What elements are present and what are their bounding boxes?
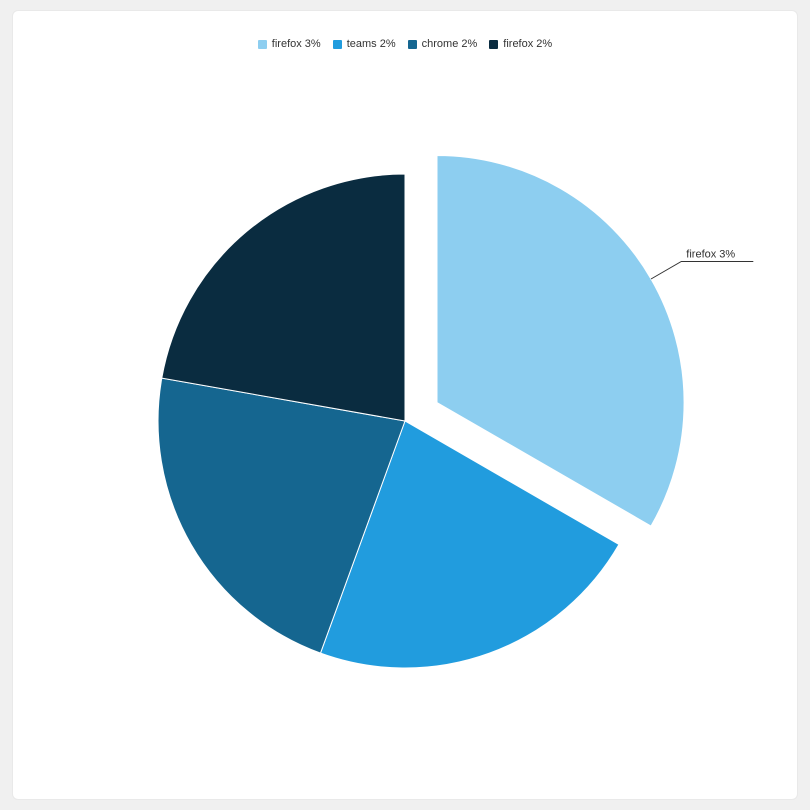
legend-item-chrome-2[interactable]: chrome 2% xyxy=(407,38,478,51)
legend-marker-icon xyxy=(257,40,267,49)
pie-slice-teams-2-[interactable] xyxy=(319,420,620,669)
legend-label: chrome 2% xyxy=(421,38,478,50)
legend-label: firefox 2% xyxy=(503,38,553,50)
legend-marker-icon xyxy=(332,40,342,49)
legend-item-teams-2[interactable]: teams 2% xyxy=(332,38,396,51)
pie-slice-chrome-2-[interactable] xyxy=(157,377,406,654)
chart-legend: firefox 3% teams 2% chrome 2% firefox 2% xyxy=(0,38,810,51)
legend-marker-icon xyxy=(489,40,499,49)
legend-item-firefox-2[interactable]: firefox 2% xyxy=(489,38,552,51)
pie-slice-firefox-2-[interactable] xyxy=(161,173,406,422)
legend-item-firefox-3[interactable]: firefox 3% xyxy=(257,38,321,51)
legend-marker-icon xyxy=(407,40,417,49)
legend-label: teams 2% xyxy=(346,38,396,50)
legend-label: firefox 3% xyxy=(271,38,321,50)
